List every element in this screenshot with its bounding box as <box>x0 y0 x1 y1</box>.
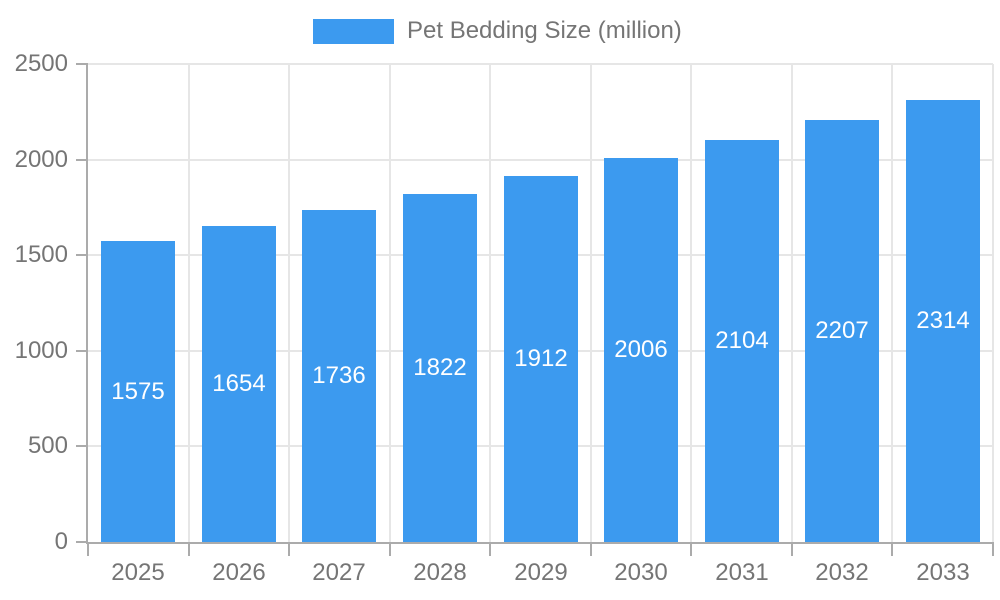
x-axis-tick-label: 2031 <box>715 559 769 586</box>
gridline-vertical <box>389 64 391 542</box>
bar-2029: 1912 <box>504 176 578 542</box>
legend-label: Pet Bedding Size (million) <box>407 17 682 44</box>
x-axis-tick <box>288 542 290 556</box>
bar-value-label: 1575 <box>111 377 165 405</box>
gridline-vertical <box>188 64 190 542</box>
chart-legend: Pet Bedding Size (million) <box>313 17 682 45</box>
x-axis-tick-label: 2027 <box>312 559 366 586</box>
bar-value-label: 1654 <box>212 370 266 397</box>
x-axis-tick <box>389 542 391 556</box>
y-axis-tick <box>76 254 88 256</box>
bar-value-label: 1912 <box>514 345 568 372</box>
y-axis-tick-label: 500 <box>27 432 68 459</box>
x-axis-tick <box>992 542 994 556</box>
x-axis-tick-label: 2025 <box>111 559 165 586</box>
y-axis-tick-label: 0 <box>54 528 68 555</box>
bar-value-label: 2314 <box>916 307 970 334</box>
x-axis-tick <box>489 542 491 556</box>
gridline-horizontal <box>88 159 993 161</box>
x-axis-tick-label: 2032 <box>815 559 869 586</box>
x-axis-tick <box>791 542 793 556</box>
gridline-vertical <box>791 64 793 542</box>
y-axis-tick-label: 2500 <box>14 50 68 77</box>
gridline-vertical <box>590 64 592 542</box>
y-axis-tick-label: 2000 <box>14 146 68 173</box>
bar-2032: 2207 <box>805 120 879 542</box>
y-axis-tick <box>76 63 88 65</box>
bar-2026: 1654 <box>202 226 276 542</box>
x-axis-tick-label: 2028 <box>413 559 467 586</box>
y-axis-tick <box>76 445 88 447</box>
bar-2028: 1822 <box>403 194 477 542</box>
y-axis-tick-label: 1500 <box>14 241 68 268</box>
y-axis-tick-label: 1000 <box>14 337 68 364</box>
x-axis-tick <box>87 542 89 556</box>
bar-2031: 2104 <box>705 140 779 542</box>
y-axis-tick <box>76 350 88 352</box>
gridline-vertical <box>992 64 994 542</box>
bar-value-label: 1822 <box>413 354 467 381</box>
y-axis-tick <box>76 541 88 543</box>
x-axis-tick-label: 2030 <box>614 559 668 586</box>
bar-value-label: 2104 <box>715 327 769 354</box>
y-axis-tick <box>76 159 88 161</box>
gridline-horizontal <box>88 63 993 65</box>
legend-swatch <box>313 18 394 44</box>
bar-2027: 1736 <box>302 210 376 542</box>
gridline-vertical <box>690 64 692 542</box>
bar-value-label: 2006 <box>614 336 668 363</box>
x-axis-line <box>86 542 993 544</box>
x-axis-tick <box>891 542 893 556</box>
x-axis-tick-label: 2026 <box>212 559 266 586</box>
x-axis-tick <box>690 542 692 556</box>
gridline-vertical <box>489 64 491 542</box>
y-axis-line <box>86 64 88 544</box>
x-axis-tick <box>590 542 592 556</box>
bar-value-label: 1736 <box>312 362 366 389</box>
bar-2033: 2314 <box>906 100 980 542</box>
gridline-vertical <box>288 64 290 542</box>
x-axis-tick-label: 2029 <box>514 559 568 586</box>
bar-value-label: 2207 <box>815 317 869 344</box>
bar-2030: 2006 <box>604 158 678 542</box>
gridline-vertical <box>891 64 893 542</box>
x-axis-tick-label: 2033 <box>916 559 970 586</box>
x-axis-tick <box>188 542 190 556</box>
bar-2025: 1575 <box>101 241 175 542</box>
